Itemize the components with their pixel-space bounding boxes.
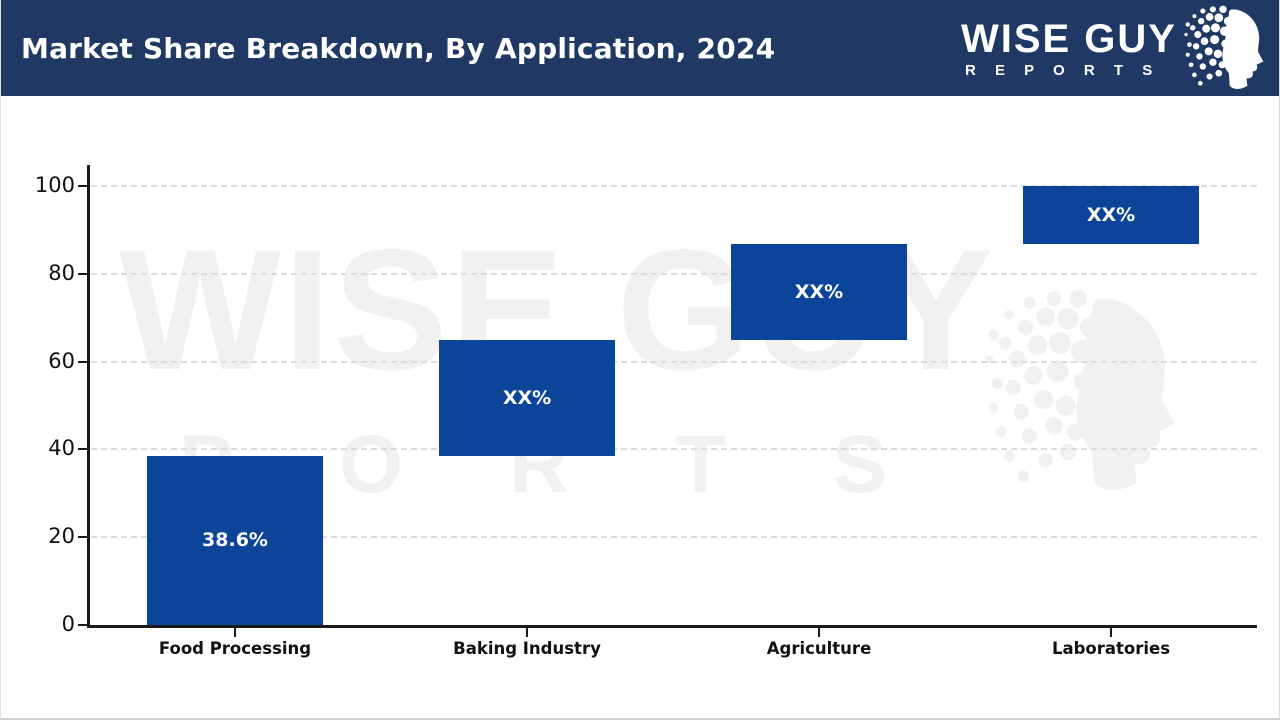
category-label-agriculture: Agriculture <box>766 639 872 658</box>
bar-value-label: XX% <box>794 280 844 303</box>
bar-value-label: XX% <box>1086 203 1136 226</box>
gridline-40 <box>91 448 1257 451</box>
y-tick-label-80: 80 <box>48 260 75 285</box>
brand-subname: R E P O R T S <box>964 61 1160 79</box>
category-label-food-processing: Food Processing <box>158 639 312 658</box>
bar-laboratories: XX% <box>1023 186 1199 244</box>
header: Market Share Breakdown, By Application, … <box>1 0 1279 96</box>
y-tick-mark-0 <box>78 624 88 626</box>
x-axis-line <box>87 625 1257 628</box>
bar-value-label: XX% <box>502 386 552 409</box>
y-tick-label-20: 20 <box>48 524 75 549</box>
brand-logo: WISE GUY R E P O R T S <box>961 5 1265 91</box>
y-tick-label-100: 100 <box>34 173 75 197</box>
bar-baking-industry: XX% <box>439 339 615 456</box>
y-axis-line <box>87 165 90 628</box>
page-title: Market Share Breakdown, By Application, … <box>21 31 776 65</box>
y-tick-label-60: 60 <box>48 348 75 373</box>
gridline-100 <box>91 185 1257 187</box>
x-tick-mark-2 <box>526 628 528 637</box>
x-tick-mark-3 <box>818 628 820 637</box>
bar-value-label: 38.6% <box>202 529 268 552</box>
bar-food-processing: 38.6% <box>147 455 323 625</box>
y-tick-mark-100 <box>78 185 88 187</box>
category-label-baking-industry: Baking Industry <box>453 639 601 658</box>
brand-logo-text: WISE GUY R E P O R T S <box>961 19 1177 78</box>
bar-agriculture: XX% <box>731 243 907 340</box>
y-tick-mark-20 <box>78 536 88 539</box>
gridline-20 <box>91 536 1257 539</box>
chart-canvas: WISE GUY P O R T S 0 20 40 60 80 100 38.6% XX%… <box>1 96 1279 718</box>
x-tick-mark-4 <box>1110 628 1112 637</box>
y-tick-mark-40 <box>78 448 88 451</box>
x-tick-mark-1 <box>234 628 236 637</box>
y-tick-label-40: 40 <box>48 436 75 461</box>
brand-name: WISE GUY <box>960 16 1177 61</box>
gridline-60 <box>91 360 1257 363</box>
y-tick-label-0: 0 <box>61 612 75 636</box>
dotted-head-icon <box>1184 5 1264 89</box>
gridline-80 <box>91 272 1257 275</box>
category-label-laboratories: Laboratories <box>1051 639 1171 658</box>
y-tick-mark-80 <box>78 272 88 275</box>
y-tick-mark-60 <box>78 360 88 363</box>
